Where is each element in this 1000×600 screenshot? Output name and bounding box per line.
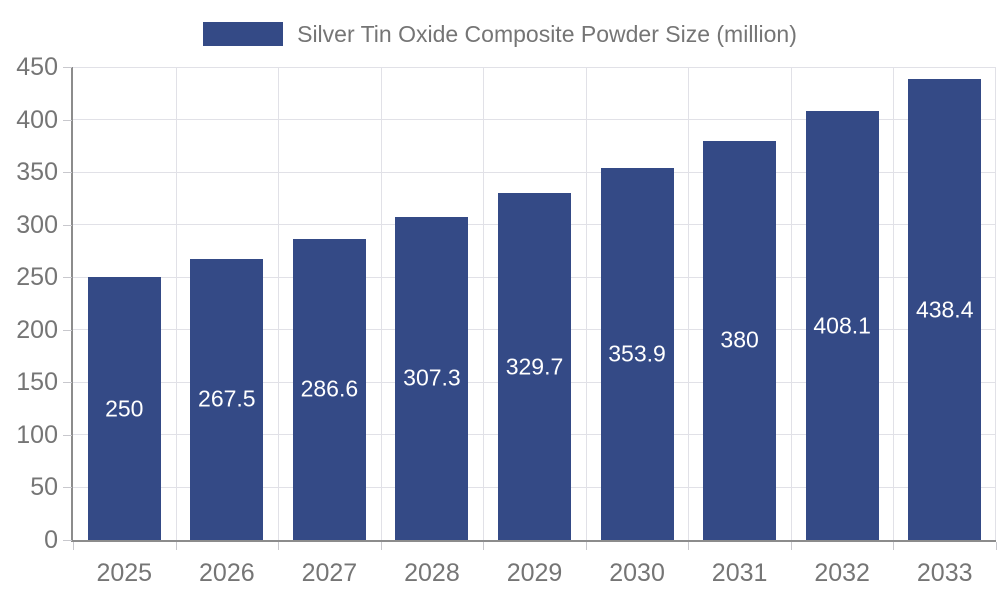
bar-value-label: 307.3 <box>403 364 461 391</box>
x-axis-tick <box>483 542 485 550</box>
y-gridline <box>73 119 996 121</box>
y-tick-label: 250 <box>16 263 58 292</box>
bar[interactable] <box>805 111 879 540</box>
bar[interactable] <box>190 258 264 540</box>
x-tick-label: 2030 <box>609 559 665 587</box>
y-tick-label: 100 <box>16 420 58 449</box>
y-axis-tick <box>63 382 72 384</box>
plot-area: 250 267.5 286.6 307.3 329.7 353.9 380 408.1 438.… <box>73 66 996 540</box>
bar-value-label: 408.1 <box>813 312 871 339</box>
y-axis-line <box>71 67 73 542</box>
bar-value-label: 353.9 <box>608 340 666 367</box>
x-axis-tick <box>380 542 382 550</box>
bar[interactable] <box>395 216 469 540</box>
x-gridline <box>380 67 382 540</box>
y-axis-tick <box>63 277 72 279</box>
x-axis-line <box>71 540 996 542</box>
x-gridline <box>893 67 895 540</box>
x-axis-tick <box>585 542 587 550</box>
y-tick-label: 350 <box>16 158 58 187</box>
legend-label: Silver Tin Oxide Composite Powder Size (… <box>297 21 797 47</box>
y-tick-label: 400 <box>16 105 58 134</box>
y-axis-tick <box>63 67 72 68</box>
y-axis-tick <box>63 224 72 226</box>
x-gridline <box>278 67 280 540</box>
legend-swatch <box>203 22 284 46</box>
bar-value-label: 380 <box>720 326 759 353</box>
y-tick-label: 150 <box>16 368 58 397</box>
y-axis-tick <box>63 434 72 436</box>
x-axis-tick <box>996 542 997 550</box>
bar-value-label: 329.7 <box>505 353 564 380</box>
x-tick-label: 2028 <box>404 559 460 587</box>
x-axis-tick <box>688 542 690 550</box>
y-axis-tick <box>63 172 72 174</box>
y-tick-label: 450 <box>16 53 58 81</box>
y-axis-tick <box>63 119 72 121</box>
x-tick-label: 2032 <box>814 559 870 587</box>
x-axis-tick <box>73 542 74 550</box>
chart-legend[interactable]: Silver Tin Oxide Composite Powder Size (… <box>0 20 1000 48</box>
y-gridline <box>73 171 996 173</box>
y-tick-label: 0 <box>44 526 58 554</box>
x-gridline <box>688 67 690 540</box>
x-gridline <box>585 67 587 540</box>
y-tick-label: 50 <box>30 473 58 502</box>
bar[interactable] <box>292 238 366 540</box>
y-tick-label: 300 <box>16 210 58 239</box>
x-tick-label: 2029 <box>506 559 563 587</box>
x-axis-tick <box>278 542 280 550</box>
bar-value-label: 250 <box>105 395 144 422</box>
bar[interactable] <box>498 193 571 540</box>
bar-value-label: 438.4 <box>915 296 974 323</box>
bar[interactable] <box>908 79 982 540</box>
x-tick-label: 2025 <box>96 559 153 587</box>
x-tick-label: 2027 <box>301 559 358 587</box>
x-tick-label: 2031 <box>711 559 768 587</box>
x-axis-tick <box>175 542 177 550</box>
x-tick-label: 2026 <box>199 559 255 587</box>
bar[interactable] <box>703 140 777 540</box>
x-gridline <box>175 67 177 540</box>
y-axis-tick <box>63 540 72 541</box>
bar[interactable] <box>87 277 161 540</box>
bar-value-label: 267.5 <box>198 385 256 412</box>
y-axis-tick <box>63 329 72 331</box>
x-tick-label: 2033 <box>916 559 973 587</box>
bar-value-label: 286.6 <box>300 375 359 402</box>
y-gridline <box>73 66 996 68</box>
x-axis-tick <box>893 542 895 550</box>
x-gridline <box>995 67 996 540</box>
x-gridline <box>483 67 485 540</box>
x-axis-tick <box>790 542 792 550</box>
bar[interactable] <box>600 168 674 540</box>
y-tick-label: 200 <box>16 315 58 344</box>
y-axis-tick <box>63 487 72 489</box>
x-gridline <box>790 67 792 540</box>
